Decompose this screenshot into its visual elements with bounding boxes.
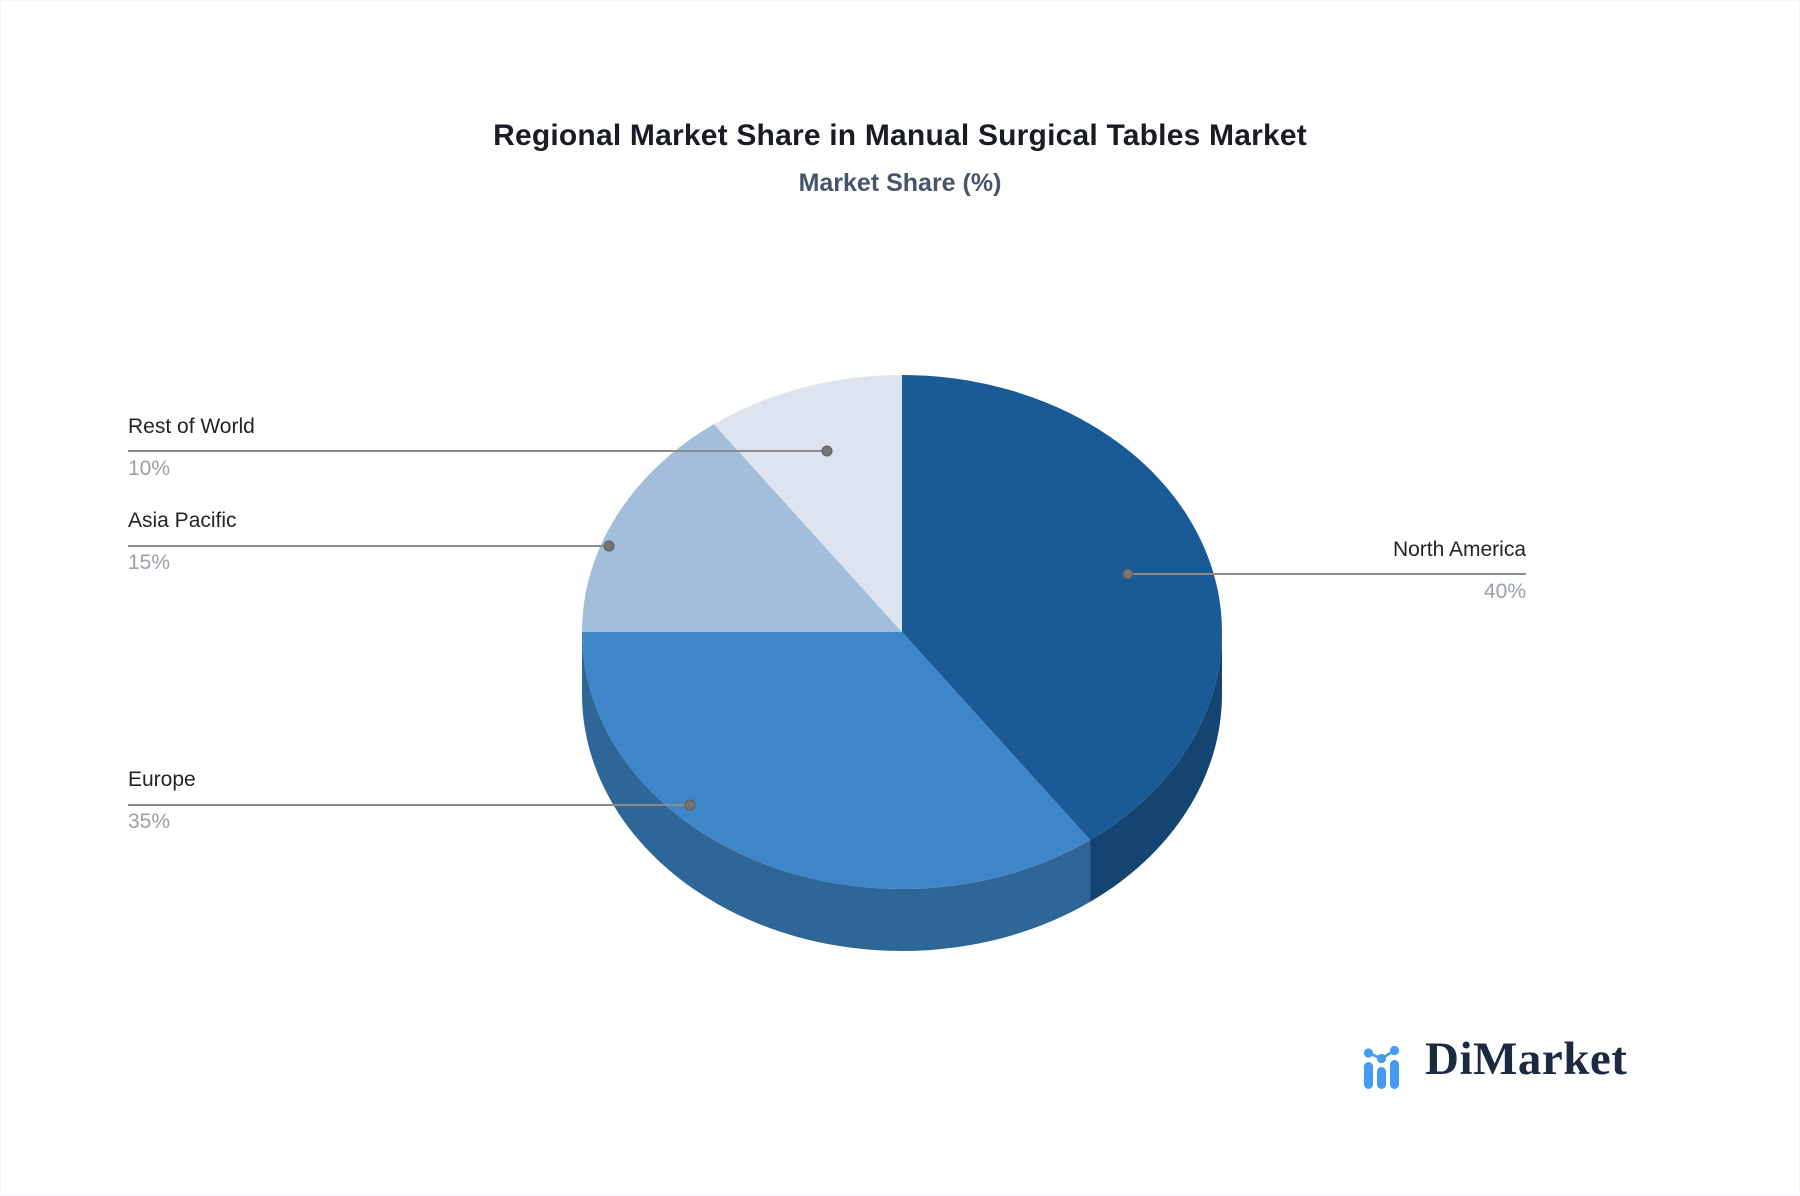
slice-label-rest-of-world: Rest of World 10% xyxy=(128,414,255,482)
leader-dot xyxy=(1122,568,1134,580)
slice-name: Europe xyxy=(128,768,196,791)
logo-text: DiMarket xyxy=(1425,1033,1628,1085)
logo: DiMarket xyxy=(1358,1024,1627,1094)
slice-label-north-america: North America 40% xyxy=(1393,537,1526,605)
slice-name: Rest of World xyxy=(128,415,255,438)
leader-dot xyxy=(821,445,833,457)
pie-slice-asia-pacific[interactable] xyxy=(582,424,902,632)
pie-slice-north-america[interactable] xyxy=(902,375,1222,840)
slice-name: North America xyxy=(1392,538,1526,561)
leader-dot xyxy=(684,799,696,811)
slice-name: Asia Pacific xyxy=(128,509,237,532)
bar-chart-icon xyxy=(1363,1045,1400,1089)
pie-slice-side xyxy=(1090,632,1222,902)
slice-label-asia-pacific: Asia Pacific 15% xyxy=(128,508,237,576)
pie-slice-side xyxy=(582,632,1091,951)
slice-percent: 35% xyxy=(128,810,171,833)
slice-percent: 40% xyxy=(1483,580,1526,603)
chart-title: Regional Market Share in Manual Surgical… xyxy=(493,119,1307,152)
pie-slice-europe[interactable] xyxy=(582,632,1091,889)
slice-label-europe: Europe 35% xyxy=(128,767,196,835)
chart-subtitle: Market Share (%) xyxy=(798,169,1002,197)
slice-percent: 10% xyxy=(128,457,171,480)
slice-percent: 15% xyxy=(128,551,171,574)
pie-slice-rest-of-world[interactable] xyxy=(713,375,902,632)
leader-dot xyxy=(603,540,615,552)
